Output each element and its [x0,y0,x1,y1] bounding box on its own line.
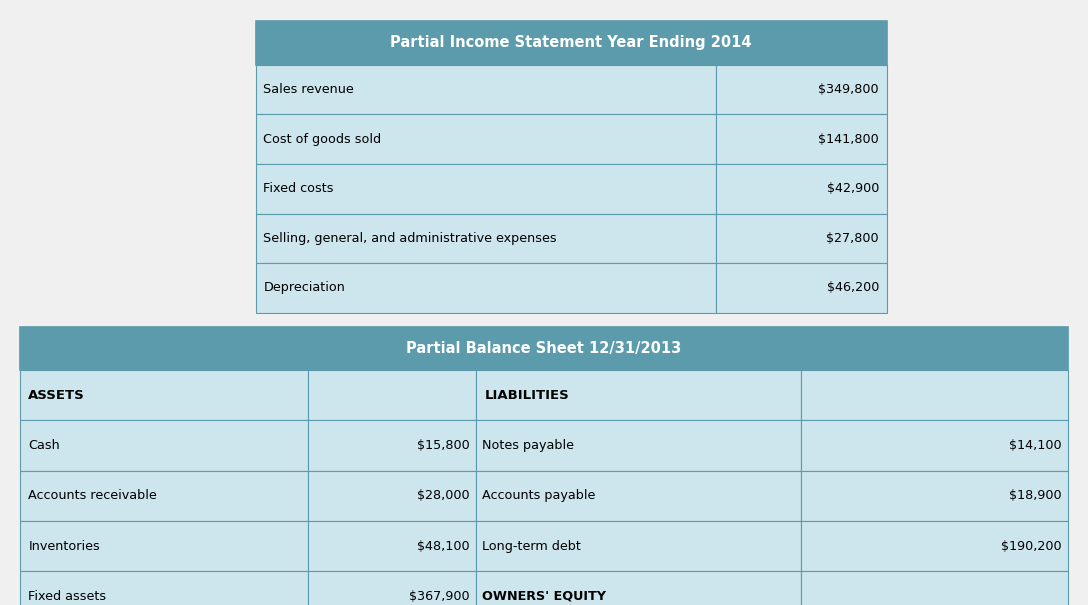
Bar [801,471,1068,521]
Text: Cost of goods sold: Cost of goods sold [263,132,382,146]
Text: Fixed costs: Fixed costs [263,182,334,195]
Bar [308,420,475,471]
Bar [256,214,716,263]
Bar [20,571,308,605]
Bar [801,571,1068,605]
Text: $48,100: $48,100 [417,540,469,552]
Bar [801,370,1068,420]
Text: Partial Income Statement Year Ending 2014: Partial Income Statement Year Ending 201… [391,36,752,50]
Bar [256,65,716,114]
Bar [308,471,475,521]
Bar [308,521,475,571]
Bar [716,114,887,164]
Bar [475,521,801,571]
Text: $367,900: $367,900 [409,590,469,603]
Text: Notes payable: Notes payable [482,439,574,452]
Text: Partial Balance Sheet 12/31/2013: Partial Balance Sheet 12/31/2013 [407,341,681,356]
Bar [475,571,801,605]
Bar [716,263,887,313]
Bar [20,327,1068,370]
Text: $141,800: $141,800 [818,132,879,146]
Text: Accounts payable: Accounts payable [482,489,596,502]
Bar [801,420,1068,471]
Bar [256,263,716,313]
Bar [20,521,308,571]
Bar [20,471,308,521]
Bar [20,420,308,471]
Text: Depreciation: Depreciation [263,281,345,295]
Bar [256,114,716,164]
Bar [308,370,475,420]
Bar [256,164,716,214]
Text: Inventories: Inventories [28,540,100,552]
Text: $27,800: $27,800 [827,232,879,245]
Bar [716,65,887,114]
Bar [716,164,887,214]
Text: Sales revenue: Sales revenue [263,83,354,96]
Text: $190,200: $190,200 [1001,540,1062,552]
Text: Long-term debt: Long-term debt [482,540,581,552]
Text: $15,800: $15,800 [417,439,469,452]
Text: $18,900: $18,900 [1010,489,1062,502]
Text: Selling, general, and administrative expenses: Selling, general, and administrative exp… [263,232,557,245]
Text: $42,900: $42,900 [827,182,879,195]
Bar [716,214,887,263]
Bar [475,370,801,420]
Bar [475,420,801,471]
Text: LIABILITIES: LIABILITIES [484,389,569,402]
Text: OWNERS' EQUITY: OWNERS' EQUITY [482,590,606,603]
Text: ASSETS: ASSETS [28,389,85,402]
Bar [20,370,308,420]
Bar [801,521,1068,571]
Bar [475,471,801,521]
Text: $46,200: $46,200 [827,281,879,295]
Text: Cash: Cash [28,439,60,452]
Bar [256,21,887,65]
Bar [308,571,475,605]
Text: $14,100: $14,100 [1010,439,1062,452]
Text: $349,800: $349,800 [818,83,879,96]
Text: Fixed assets: Fixed assets [28,590,107,603]
Text: $28,000: $28,000 [417,489,469,502]
Text: Accounts receivable: Accounts receivable [28,489,157,502]
